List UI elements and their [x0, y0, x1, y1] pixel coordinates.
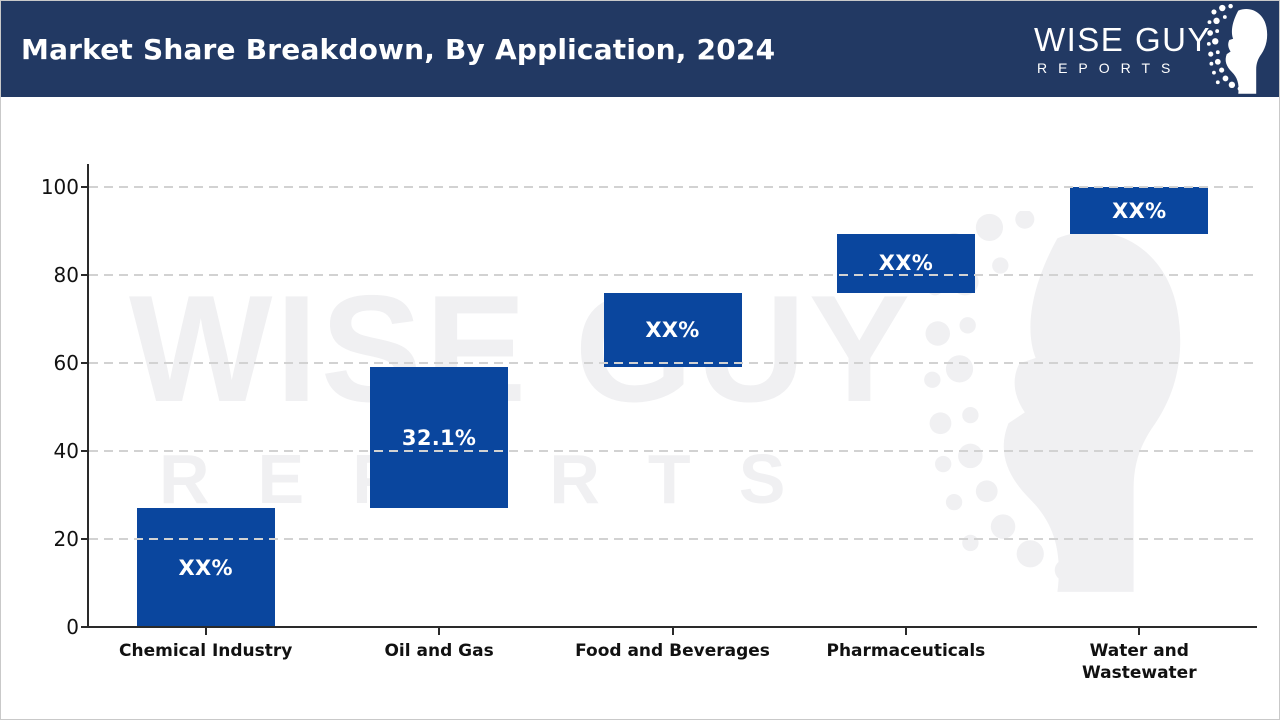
x-tick-label-4: Water and Wastewater	[1081, 641, 1197, 683]
x-tick-mark-4	[1138, 628, 1141, 635]
watermark-brand-text: WISE GUY	[129, 264, 914, 434]
brand-logo-name: WISE GUY	[1033, 20, 1211, 58]
x-tick-mark-2	[671, 628, 674, 635]
y-tick-mark-80	[81, 274, 89, 276]
bar-1: 32.1%	[370, 366, 509, 509]
bar-0: XX%	[136, 508, 275, 627]
bar-value-label-2: XX%	[645, 317, 700, 342]
y-tick-label-0: 0	[66, 615, 79, 639]
x-tick-label-2: Food and Beverages	[575, 641, 770, 661]
bar-2: XX%	[603, 292, 742, 367]
brand-logo: WISE GUY REPORTS	[1034, 4, 1279, 94]
gridline-20	[89, 538, 1256, 540]
x-tick-label-0: Chemical Industry	[119, 641, 293, 661]
x-tick-mark-1	[438, 628, 441, 635]
header-bar: Market Share Breakdown, By Application, …	[1, 1, 1279, 97]
y-tick-mark-60	[81, 362, 89, 364]
y-axis-line	[87, 164, 89, 628]
bar-4: XX%	[1070, 187, 1209, 235]
x-tick-mark-0	[204, 628, 207, 635]
y-tick-mark-40	[81, 450, 89, 452]
y-tick-label-60: 60	[53, 351, 79, 375]
gridline-40	[89, 450, 1256, 452]
bar-3: XX%	[836, 234, 975, 293]
bar-value-label-1: 32.1%	[401, 425, 477, 450]
gridline-80	[89, 274, 1256, 276]
y-tick-label-40: 40	[53, 439, 79, 463]
x-axis-line	[87, 626, 1257, 628]
y-tick-label-100: 100	[40, 175, 79, 199]
x-tick-mark-3	[904, 628, 907, 635]
bar-value-label-0: XX%	[178, 555, 233, 580]
gridline-60	[89, 362, 1256, 364]
brand-face-icon	[1206, 4, 1268, 94]
gridline-100	[89, 186, 1256, 188]
page-title: Market Share Breakdown, By Application, …	[21, 32, 776, 66]
x-tick-label-1: Oil and Gas	[384, 641, 494, 661]
bar-value-label-3: XX%	[878, 251, 934, 276]
y-tick-mark-20	[81, 538, 89, 540]
brand-logo-subtitle: REPORTS	[1036, 59, 1182, 76]
y-tick-mark-0	[81, 626, 89, 628]
brand-logo-text: WISE GUY REPORTS	[1033, 20, 1211, 76]
y-tick-mark-100	[81, 186, 89, 188]
y-tick-label-20: 20	[53, 527, 79, 551]
x-tick-label-3: Pharmaceuticals	[826, 641, 986, 661]
y-tick-label-80: 80	[53, 263, 79, 287]
bar-value-label-4: XX%	[1112, 198, 1167, 223]
